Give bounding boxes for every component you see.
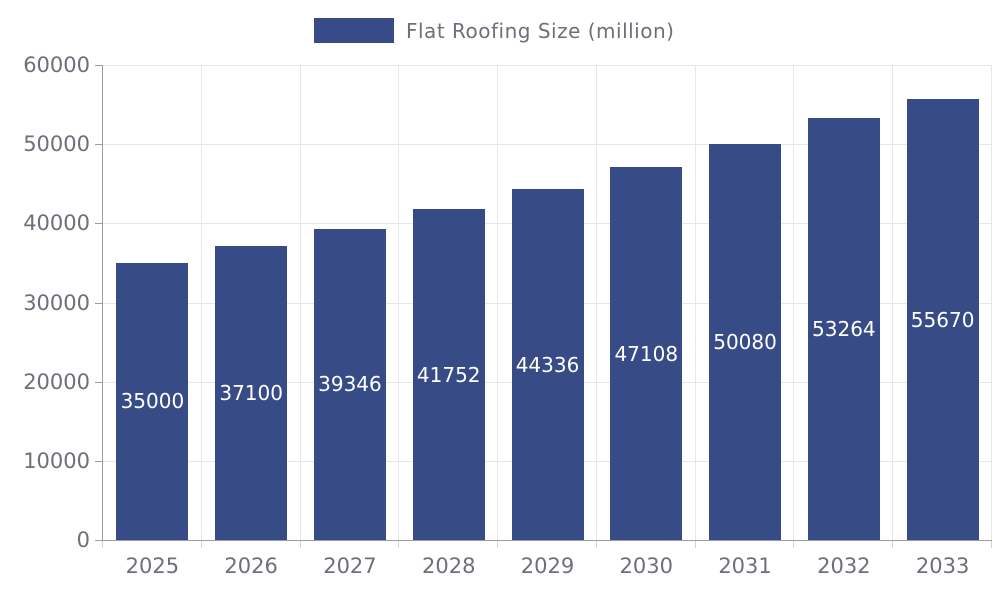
- bar-2026[interactable]: 37100: [215, 246, 288, 540]
- legend-label: Flat Roofing Size (million): [406, 18, 675, 43]
- gridline-horizontal: [103, 144, 992, 146]
- y-axis-tick: [95, 540, 102, 541]
- x-axis-tick-label: 2026: [224, 554, 278, 578]
- x-axis-tick-label: 2031: [718, 554, 772, 578]
- x-axis-tick: [595, 541, 597, 548]
- bar-2027[interactable]: 39346: [313, 228, 386, 540]
- gridline-vertical: [398, 65, 400, 540]
- gridline-vertical: [595, 65, 597, 540]
- x-axis-tick: [497, 541, 499, 548]
- y-axis-tick-label: 10000: [23, 448, 90, 473]
- y-axis-tick: [95, 460, 102, 462]
- legend-swatch: [314, 18, 394, 43]
- bar-2032[interactable]: 53264: [807, 118, 880, 540]
- x-axis-tick-label: 2027: [323, 554, 377, 578]
- bar-2025[interactable]: 35000: [116, 262, 189, 540]
- bar-value-label: 44336: [515, 352, 580, 377]
- bar-value-label: 50080: [713, 329, 777, 354]
- y-axis-tick-label: 30000: [23, 290, 90, 315]
- gridline-horizontal: [103, 65, 992, 66]
- x-axis-tick-label: 2029: [520, 554, 575, 578]
- y-axis-tick: [95, 381, 102, 383]
- x-axis-tick: [892, 541, 894, 548]
- x-axis-tick-label: 2033: [915, 554, 970, 578]
- y-axis-tick-label: 0: [76, 528, 90, 552]
- bar-value-label: 37100: [219, 381, 283, 406]
- bar-value-label: 47108: [614, 341, 679, 366]
- bar-2031[interactable]: 50080: [709, 143, 782, 540]
- y-axis-tick: [95, 223, 102, 225]
- gridline-vertical: [991, 65, 992, 540]
- gridline-vertical: [497, 65, 499, 540]
- bar-value-label: 53264: [812, 317, 876, 342]
- y-axis-tick: [95, 144, 102, 146]
- bar-2028[interactable]: 41752: [412, 209, 485, 540]
- gridline-vertical: [793, 65, 795, 540]
- bar-value-label: 39346: [318, 372, 382, 397]
- x-axis-tick: [102, 541, 103, 548]
- y-axis-tick-label: 40000: [23, 211, 90, 236]
- bar-2030[interactable]: 47108: [610, 167, 683, 540]
- x-axis-tick: [299, 541, 301, 548]
- gridline-vertical: [892, 65, 894, 540]
- x-axis-line: [102, 540, 992, 541]
- y-axis-tick-label: 20000: [23, 369, 90, 394]
- plot-area: 0 10000 20000 30000 40000 50000 60000 35000 2025…: [23, 53, 992, 578]
- y-axis-tick: [95, 65, 102, 66]
- x-axis-tick-label: 2028: [421, 554, 476, 578]
- x-axis-tick-label: 2025: [125, 554, 180, 578]
- x-axis-tick-label: 2032: [817, 554, 871, 578]
- x-axis-tick: [398, 541, 400, 548]
- bar-value-label: 35000: [120, 389, 185, 414]
- bar-2033[interactable]: 55670: [906, 99, 979, 540]
- x-axis-tick-label: 2030: [619, 554, 673, 578]
- gridline-vertical: [694, 65, 696, 540]
- y-axis-line: [102, 65, 103, 540]
- gridline-vertical: [299, 65, 301, 540]
- bar-value-label: 41752: [416, 362, 481, 387]
- x-axis-tick: [991, 541, 992, 548]
- gridline-vertical: [200, 65, 202, 540]
- legend-item[interactable]: Flat Roofing Size (million): [314, 18, 674, 43]
- y-axis-tick-label: 60000: [23, 53, 90, 77]
- bar-2029[interactable]: 44336: [511, 189, 584, 540]
- y-axis-tick-label: 50000: [23, 132, 90, 157]
- y-axis-tick: [95, 302, 102, 304]
- x-axis-tick: [200, 541, 202, 548]
- bar-value-label: 55670: [910, 307, 975, 332]
- x-axis-tick: [694, 541, 696, 548]
- x-axis-tick: [793, 541, 795, 548]
